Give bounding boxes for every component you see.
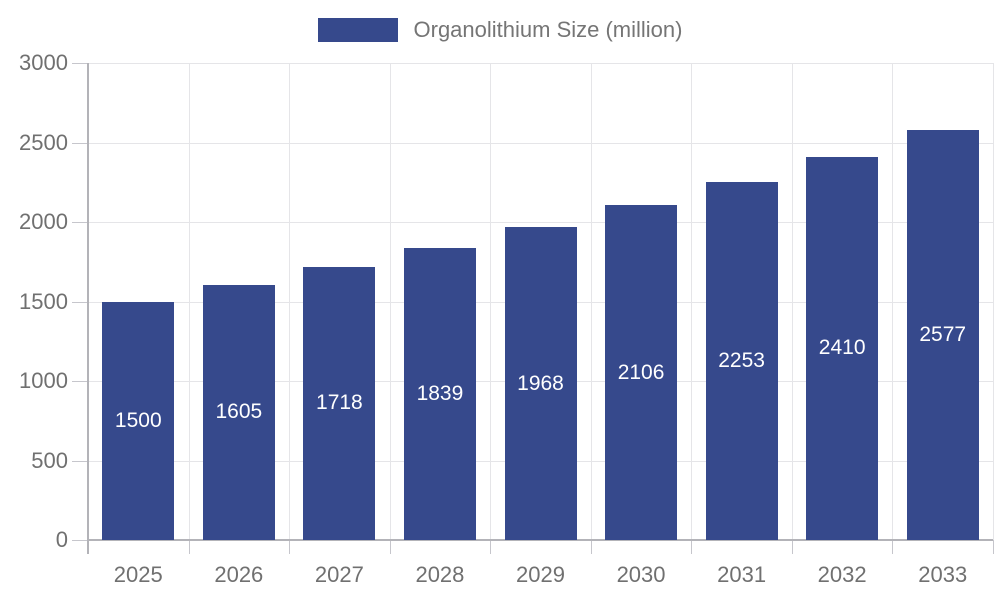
y-axis-tick-label: 2500 [19,129,68,155]
x-axis-tick [389,540,391,554]
x-axis-tick [188,540,190,554]
gridline-vertical [389,63,391,540]
x-axis-tick [993,540,994,554]
gridline-vertical [490,63,492,540]
gridline-vertical [590,63,592,540]
y-axis-tick-label: 3000 [19,50,68,75]
y-axis-tick [72,381,88,382]
x-axis-tick-label: 2029 [516,562,565,587]
x-axis-tick-label: 2031 [717,562,767,587]
legend-swatch-icon [317,18,398,42]
x-axis-tick-label: 2033 [918,562,968,587]
x-axis-tick-label: 2032 [817,562,867,587]
x-axis-tick-label: 2025 [113,562,163,587]
y-axis-tick [72,460,88,462]
y-axis-tick [72,540,88,541]
y-axis-tick [72,63,88,64]
gridline-horizontal [88,142,993,144]
y-axis-tick-label: 1500 [19,288,68,314]
bar[interactable] [202,284,275,540]
x-axis-tick-label: 2030 [616,562,666,587]
bar[interactable] [102,301,175,540]
bar[interactable] [705,181,778,540]
bar[interactable] [403,247,476,540]
gridline-horizontal [88,222,993,223]
gridline-vertical [892,63,894,540]
bar[interactable] [504,227,577,540]
y-axis-tick [72,142,88,144]
gridline-vertical [289,63,291,540]
x-axis-tick [791,540,793,554]
bar[interactable] [806,156,879,540]
bar[interactable] [303,266,376,540]
gridline-vertical [691,63,693,540]
x-axis-tick [590,540,592,554]
y-axis-tick-label: 0 [55,527,68,552]
y-axis-tick-label: 500 [31,447,68,473]
gridline-vertical [791,63,793,540]
gridline-horizontal [88,63,993,64]
x-axis-tick [892,540,894,554]
x-axis-line [88,539,993,541]
legend-item[interactable]: Organolithium Size (million) [0,16,1000,44]
y-axis-tick-label: 2000 [19,209,68,234]
bar[interactable] [605,205,678,540]
y-axis-tick [72,301,88,303]
gridline-vertical [188,63,190,540]
y-axis-line [87,63,89,554]
y-axis-tick [72,222,88,223]
x-axis-tick-label: 2027 [314,562,364,587]
gridline-vertical [993,63,994,540]
x-axis-tick-label: 2026 [214,562,264,587]
bar[interactable] [906,130,979,540]
legend-label: Organolithium Size (million) [413,17,683,42]
x-axis-tick [691,540,693,554]
x-axis-tick-label: 2028 [415,562,465,587]
x-axis-tick [490,540,492,554]
y-axis-tick-label: 1000 [19,368,68,393]
x-axis-tick [289,540,291,554]
